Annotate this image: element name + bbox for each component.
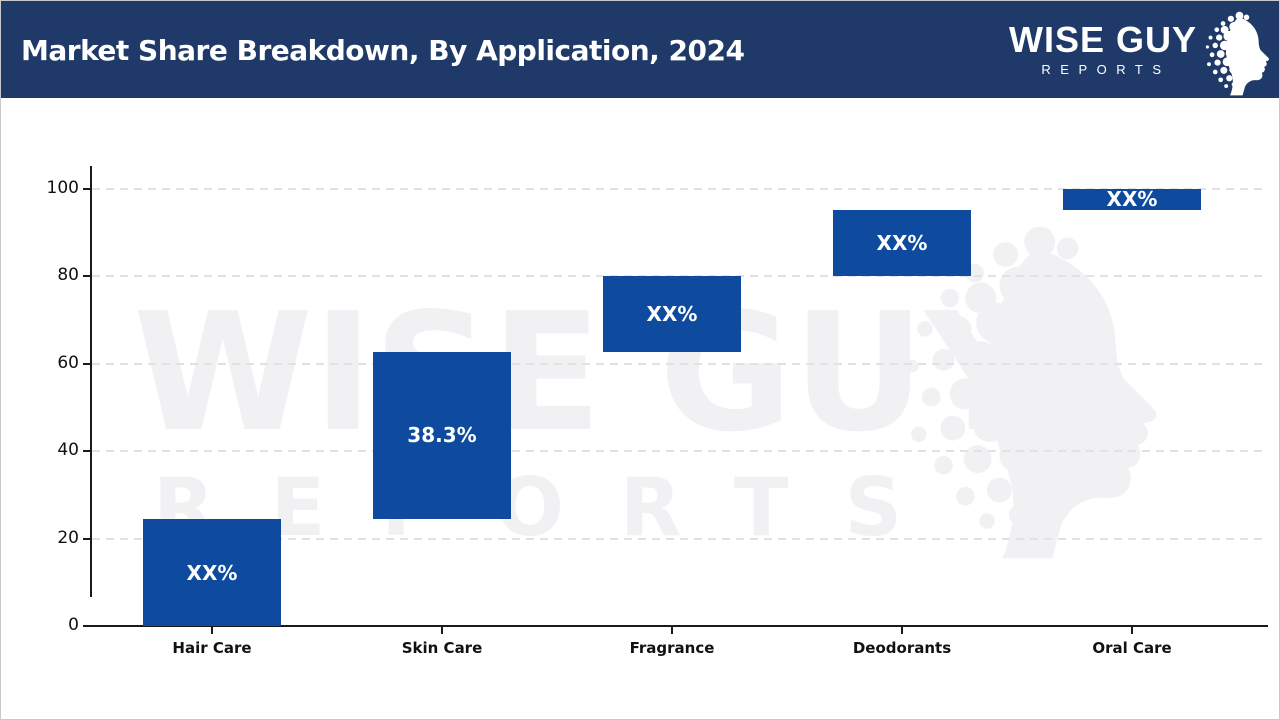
x-tick-4 <box>1131 627 1133 634</box>
x-tick-1 <box>441 627 443 634</box>
bar-value-label-4: XX% <box>1106 187 1158 212</box>
waterfall-chart: 0 20 40 60 80 100 XX% Hair Care 38.3% Skin Care XX… <box>1 98 1279 719</box>
x-tick-label-2: Fragrance <box>629 639 715 657</box>
watermark-face-logo-icon <box>906 226 1157 559</box>
y-tick-label-60: 60 <box>57 352 79 373</box>
x-tick-label-1: Skin Care <box>401 639 483 657</box>
gridline-40 <box>92 450 1267 452</box>
watermark-wiseguy-text: WISE GUY <box>133 279 1044 468</box>
bar-segment-1: 38.3% <box>373 351 511 520</box>
bar-value-label-2: XX% <box>646 301 698 326</box>
y-tick-20 <box>83 537 90 540</box>
y-tick-label-40: 40 <box>57 440 79 460</box>
wise-guy-reports-logo: WISE GUY REPORTS <box>1009 5 1275 96</box>
gridline-20 <box>92 537 1267 540</box>
bar-segment-4: XX% <box>1063 187 1201 212</box>
bar-segment-2: XX% <box>603 276 741 352</box>
bar-segment-0: XX% <box>143 519 281 626</box>
x-axis-line <box>90 625 1268 627</box>
y-tick-label-100: 100 <box>46 177 79 198</box>
x-tick-3 <box>901 627 903 634</box>
x-tick-label-0: Hair Care <box>172 639 252 657</box>
page-title: Market Share Breakdown, By Application, … <box>21 34 745 67</box>
header-bar: Market Share Breakdown, By Application, … <box>1 1 1279 98</box>
y-tick-label-80: 80 <box>57 265 79 285</box>
bar-value-label-0: XX% <box>186 560 238 585</box>
logo-reports-text: REPORTS <box>1041 62 1171 77</box>
y-tick-label-20: 20 <box>57 527 79 548</box>
y-tick-60 <box>83 362 90 365</box>
logo-wiseguy-text: WISE GUY <box>1008 19 1197 60</box>
x-tick-label-4: Oral Care <box>1092 639 1172 657</box>
y-tick-100 <box>83 187 90 190</box>
bar-value-label-3: XX% <box>876 231 928 256</box>
x-tick-2 <box>671 627 673 634</box>
y-axis-line <box>90 166 92 597</box>
x-tick-0 <box>211 627 213 634</box>
gridline-60 <box>92 362 1267 365</box>
bar-segment-3: XX% <box>833 210 971 276</box>
gridline-100 <box>92 187 1267 190</box>
logo-face-icon <box>1205 11 1269 96</box>
y-tick-80 <box>83 275 90 277</box>
bar-value-label-1: 38.3% <box>407 423 477 448</box>
y-tick-label-0: 0 <box>68 615 79 635</box>
x-tick-label-3: Deodorants <box>852 639 952 657</box>
y-tick-0 <box>83 625 90 627</box>
y-tick-40 <box>83 450 90 452</box>
